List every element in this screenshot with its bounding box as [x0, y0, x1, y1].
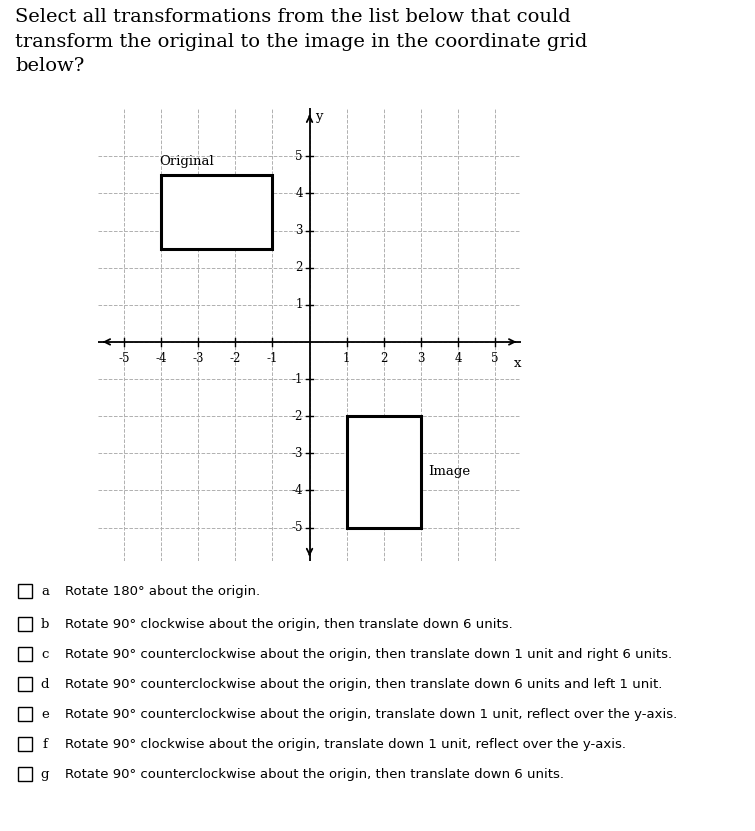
Text: Select all transformations from the list below that could
transform the original: Select all transformations from the list…: [15, 8, 587, 75]
Text: y: y: [315, 110, 322, 123]
Text: -5: -5: [119, 352, 130, 366]
Text: 2: 2: [380, 352, 387, 366]
Text: b: b: [41, 617, 49, 631]
Text: -1: -1: [291, 372, 303, 386]
Bar: [18, 584, 32, 598]
Text: 5: 5: [492, 352, 499, 366]
Text: 4: 4: [455, 352, 462, 366]
Text: 3: 3: [295, 224, 303, 237]
Text: Rotate 90° clockwise about the origin, translate down 1 unit, reflect over the y: Rotate 90° clockwise about the origin, t…: [65, 738, 626, 750]
Text: Rotate 180° about the origin.: Rotate 180° about the origin.: [65, 585, 260, 597]
Bar: [18, 707, 32, 721]
Text: g: g: [41, 768, 49, 780]
Bar: [161, 175, 273, 249]
Text: x: x: [513, 356, 521, 370]
Text: Rotate 90° counterclockwise about the origin, then translate down 1 unit and rig: Rotate 90° counterclockwise about the or…: [65, 647, 672, 661]
Text: -5: -5: [291, 521, 303, 534]
Bar: [347, 416, 421, 528]
Text: a: a: [41, 585, 49, 597]
Text: Rotate 90° clockwise about the origin, then translate down 6 units.: Rotate 90° clockwise about the origin, t…: [65, 617, 513, 631]
Text: Rotate 90° counterclockwise about the origin, then translate down 6 units and le: Rotate 90° counterclockwise about the or…: [65, 677, 662, 691]
Text: -4: -4: [291, 484, 303, 497]
Text: Rotate 90° counterclockwise about the origin, translate down 1 unit, reflect ove: Rotate 90° counterclockwise about the or…: [65, 708, 677, 720]
Bar: [18, 737, 32, 751]
Text: Image: Image: [428, 465, 470, 479]
Text: f: f: [42, 738, 48, 750]
Text: -2: -2: [291, 410, 303, 423]
Bar: [18, 677, 32, 691]
Text: -4: -4: [156, 352, 167, 366]
Text: Original: Original: [159, 155, 214, 168]
Text: 5: 5: [295, 150, 303, 163]
Text: c: c: [42, 647, 48, 661]
Bar: [18, 647, 32, 661]
Text: d: d: [41, 677, 49, 691]
Text: -2: -2: [230, 352, 241, 366]
Text: 4: 4: [295, 187, 303, 200]
Text: -3: -3: [291, 447, 303, 460]
Bar: [18, 767, 32, 781]
Text: Rotate 90° counterclockwise about the origin, then translate down 6 units.: Rotate 90° counterclockwise about the or…: [65, 768, 564, 780]
Text: 1: 1: [295, 298, 303, 312]
Text: 2: 2: [295, 261, 303, 274]
Text: -1: -1: [267, 352, 278, 366]
Text: e: e: [41, 708, 49, 720]
Bar: [18, 617, 32, 632]
Text: -3: -3: [193, 352, 204, 366]
Text: 1: 1: [343, 352, 350, 366]
Text: 3: 3: [418, 352, 424, 366]
